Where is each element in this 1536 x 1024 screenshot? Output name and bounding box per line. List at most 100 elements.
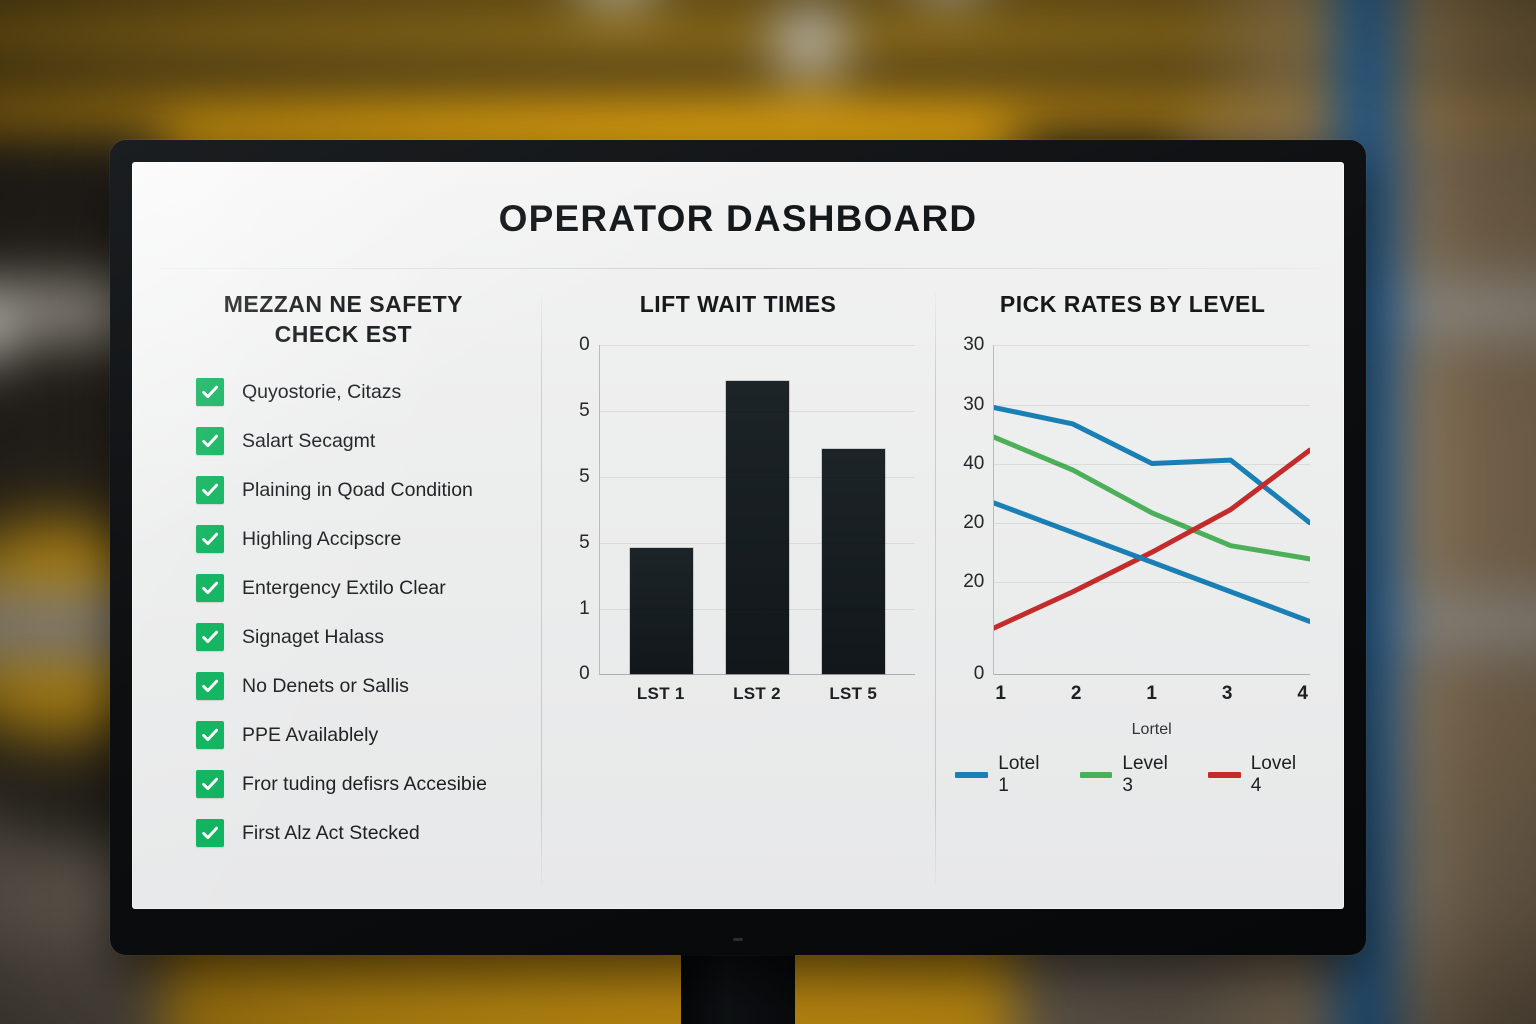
checklist-item-label: Fror tuding defisrs Accesibie — [242, 772, 487, 795]
checkbox-checked-icon[interactable] — [196, 574, 224, 603]
bar-gridline — [599, 476, 916, 478]
checkbox-checked-icon[interactable] — [196, 770, 224, 799]
line-y-tick-label: 30 — [963, 393, 985, 415]
bar-y-tick-label: 0 — [579, 663, 590, 685]
checkbox-checked-icon[interactable] — [196, 378, 224, 407]
bar-column[interactable] — [725, 345, 790, 675]
checklist-item[interactable]: No Denets or Sallis — [196, 662, 521, 711]
bar-y-tick-label: 5 — [579, 465, 590, 487]
operator-dashboard: OPERATOR DASHBOARD MEZZAN NE SAFETY CHEC… — [132, 162, 1344, 909]
checklist-item[interactable]: Highling Accipscre — [196, 515, 521, 564]
checklist-item-label: Signaget Halass — [242, 625, 385, 648]
bezel-notch — [733, 938, 743, 941]
line-x-axis-caption: Lortel — [1131, 721, 1172, 739]
line-y-tick-label: 40 — [963, 452, 985, 474]
monitor-bezel: OPERATOR DASHBOARD MEZZAN NE SAFETY CHEC… — [110, 140, 1366, 955]
line-y-tick-label: 20 — [963, 571, 985, 593]
legend-color-swatch — [1079, 772, 1113, 779]
safety-checklist: Quyostorie, Citazs Salart Secagmt Plaining… — [166, 368, 521, 858]
bar-x-axis-labels: LST 1 LST 2 LST 5 — [599, 675, 916, 704]
checklist-title-line-1: MEZZAN NE SAFETY — [223, 291, 463, 317]
panels-container: MEZZAN NE SAFETY CHECK EST Quyostorie, C… — [132, 269, 1344, 909]
panel-safety-checklist: MEZZAN NE SAFETY CHECK EST Quyostorie, C… — [146, 289, 541, 893]
checkbox-checked-icon[interactable] — [196, 623, 224, 652]
legend-item[interactable]: Level 3 — [1079, 753, 1182, 797]
line-gridline — [994, 674, 1311, 676]
bar-column[interactable] — [629, 345, 694, 675]
checklist-item[interactable]: Plaining in Qoad Condition — [196, 466, 521, 515]
legend-label: Lovel 4 — [1250, 753, 1297, 797]
legend-label: Lotel 1 — [998, 753, 1040, 797]
bar-y-tick-label: 0 — [579, 334, 590, 356]
checkbox-checked-icon[interactable] — [196, 525, 224, 554]
checkbox-checked-icon[interactable] — [196, 476, 224, 505]
checkbox-checked-icon[interactable] — [196, 721, 224, 750]
line-gridline — [994, 404, 1311, 406]
checklist-item[interactable]: Entergency Extilo Clear — [196, 564, 521, 613]
bar-gridline — [599, 542, 916, 544]
legend-item[interactable]: Lovel 4 — [1207, 753, 1310, 797]
legend-label: Level 3 — [1122, 753, 1168, 797]
monitor-screen: OPERATOR DASHBOARD MEZZAN NE SAFETY CHEC… — [132, 162, 1344, 909]
checklist-item[interactable]: Signaget Halass — [196, 613, 521, 662]
bar-series — [600, 345, 916, 675]
checkbox-checked-icon[interactable] — [196, 819, 224, 848]
line-gridline — [994, 582, 1311, 584]
line-series-svg — [994, 345, 1310, 674]
line-series-path — [994, 451, 1310, 629]
line-gridline — [994, 523, 1311, 525]
title-divider — [158, 268, 1318, 269]
bar-chart: 0 5 5 5 1 0 LST 1 LST 2 LST 5 — [561, 334, 916, 704]
monitor-stand-neck — [681, 948, 795, 1024]
checklist-item-label: First Alz Act Stecked — [242, 821, 420, 844]
line-plot-area: 30 30 40 20 20 0 — [963, 334, 1311, 684]
panel-lift-wait-times: LIFT WAIT TIMES 0 5 5 5 1 0 LST 1 LST 2 LST 5 — [540, 289, 936, 893]
legend-color-swatch — [1207, 772, 1241, 779]
bar[interactable] — [821, 449, 886, 675]
line-x-tick-label: 2 — [1070, 683, 1082, 705]
checklist-item[interactable]: Salart Secagmt — [196, 417, 521, 466]
line-gridline — [994, 463, 1311, 465]
bar-x-tick-label: LST 1 — [636, 684, 685, 704]
checklist-item[interactable]: PPE Availablely — [196, 711, 521, 760]
bar-y-tick-label: 5 — [579, 400, 590, 422]
checkbox-checked-icon[interactable] — [196, 427, 224, 456]
bar-y-tick-label: 1 — [579, 597, 590, 619]
line-gridline — [994, 345, 1311, 347]
checklist-item[interactable]: Fror tuding defisrs Accesibie — [196, 760, 521, 809]
panel-pick-rates: PICK RATES BY LEVEL 30 30 40 20 20 0 1 2 1 3 4 Lo… — [935, 289, 1330, 893]
checklist-item[interactable]: First Alz Act Stecked — [196, 809, 521, 858]
line-x-axis-labels: 1 2 1 3 4 — [993, 675, 1310, 705]
line-chart-legend: Lotel 1 Level 3 Lovel 4 — [955, 753, 1310, 797]
checklist-panel-title: MEZZAN NE SAFETY CHECK EST — [166, 289, 521, 350]
bar[interactable] — [629, 547, 694, 675]
checklist-item-label: Salart Secagmt — [242, 429, 376, 452]
bar-gridline — [599, 345, 916, 347]
bar-x-tick-label: LST 2 — [733, 684, 781, 704]
checklist-title-line-2: CHECK EST — [274, 321, 413, 348]
line-y-tick-label: 0 — [973, 663, 985, 685]
checklist-item[interactable]: Quyostorie, Citazs — [196, 368, 521, 417]
bar-gridline — [599, 674, 916, 676]
bar-gridline — [599, 608, 916, 610]
bar-chart-title: LIFT WAIT TIMES — [639, 291, 837, 317]
line-y-tick-label: 30 — [963, 334, 985, 356]
bar[interactable] — [725, 380, 790, 675]
bar-column[interactable] — [821, 345, 886, 675]
line-x-tick-label: 1 — [995, 683, 1006, 705]
legend-color-swatch — [955, 772, 989, 779]
checklist-item-label: No Denets or Sallis — [242, 674, 409, 697]
bar-x-tick-label: LST 5 — [829, 684, 878, 704]
checklist-item-label: Entergency Extilo Clear — [242, 576, 446, 599]
line-x-tick-label: 3 — [1221, 683, 1233, 705]
checklist-item-label: PPE Availablely — [242, 723, 379, 746]
checklist-item-label: Highling Accipscre — [242, 527, 402, 550]
checkbox-checked-icon[interactable] — [196, 672, 224, 701]
page-title: OPERATOR DASHBOARD — [498, 198, 978, 239]
checklist-item-label: Quyostorie, Citazs — [242, 380, 402, 403]
legend-item[interactable]: Lotel 1 — [955, 753, 1053, 797]
line-x-tick-label: 1 — [1146, 683, 1157, 705]
line-series-path — [994, 503, 1310, 621]
